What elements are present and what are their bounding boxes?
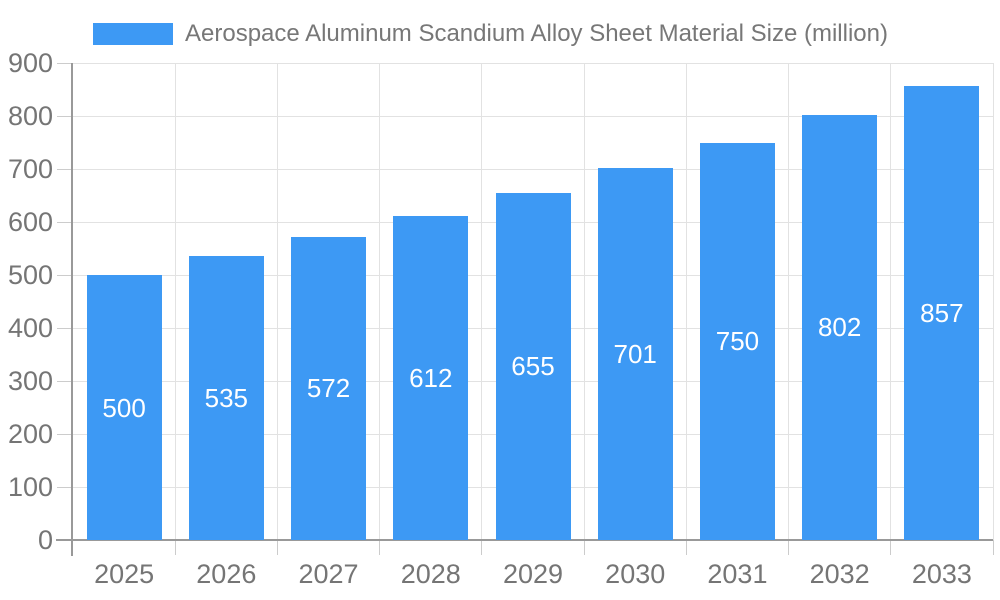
x-tick <box>992 540 994 555</box>
gridline-v <box>583 63 585 540</box>
x-tick-label: 2025 <box>94 559 155 589</box>
gridline-h <box>73 168 993 170</box>
x-tick <box>685 540 687 555</box>
y-tick <box>57 115 73 117</box>
x-tick-label: 2026 <box>196 559 257 589</box>
y-tick-label: 0 <box>37 525 53 555</box>
bar[interactable] <box>904 85 980 540</box>
bar-value-label: 612 <box>409 362 453 393</box>
y-tick <box>57 486 73 488</box>
y-tick <box>57 274 73 276</box>
x-tick <box>174 540 176 555</box>
y-tick-label: 400 <box>7 313 53 343</box>
gridline-v <box>685 63 687 540</box>
x-tick-label: 2032 <box>809 559 870 589</box>
y-tick <box>57 327 73 329</box>
y-tick-label: 300 <box>7 366 53 396</box>
gridline-h <box>73 62 993 64</box>
x-tick <box>788 540 790 555</box>
bar[interactable] <box>597 168 673 540</box>
gridline-v <box>481 63 483 540</box>
bar-value-label: 655 <box>511 351 555 382</box>
x-tick <box>890 540 892 555</box>
y-tick-label: 100 <box>7 472 53 502</box>
y-tick-label: 600 <box>7 207 53 237</box>
bar-value-label: 802 <box>817 312 862 343</box>
y-tick-label: 700 <box>7 154 53 184</box>
x-axis-line <box>56 539 993 541</box>
y-tick <box>57 168 73 170</box>
bar-value-label: 535 <box>204 383 249 414</box>
x-tick <box>379 540 381 555</box>
gridline-h <box>73 115 993 117</box>
x-tick <box>276 540 278 555</box>
x-tick-label: 2029 <box>502 559 564 589</box>
y-tick <box>57 62 73 64</box>
bar-value-label: 857 <box>920 297 964 328</box>
bar-value-label: 572 <box>306 373 351 404</box>
bar-value-label: 701 <box>613 339 657 370</box>
x-tick <box>583 540 585 555</box>
bar[interactable] <box>188 256 264 540</box>
x-tick-label: 2033 <box>911 559 972 589</box>
y-axis-line <box>71 63 73 556</box>
y-tick <box>57 433 73 435</box>
bar[interactable] <box>393 215 469 540</box>
y-tick <box>57 380 73 382</box>
y-tick-label: 800 <box>7 101 53 131</box>
bar[interactable] <box>291 236 367 540</box>
bar[interactable] <box>495 192 571 540</box>
legend[interactable]: Aerospace Aluminum Scandium Alloy Sheet … <box>93 21 888 47</box>
bar-value-label: 750 <box>715 326 760 357</box>
x-tick <box>481 540 483 555</box>
y-tick-label: 200 <box>7 419 53 449</box>
y-tick-label: 900 <box>7 48 53 78</box>
bar[interactable] <box>86 275 162 540</box>
y-tick-label: 500 <box>7 260 53 290</box>
x-tick-label: 2027 <box>298 559 359 589</box>
y-tick <box>57 221 73 223</box>
x-tick-label: 2028 <box>400 559 461 589</box>
x-tick-label: 2030 <box>605 559 666 589</box>
bar-value-label: 500 <box>102 392 146 423</box>
x-tick-label: 2031 <box>707 559 768 589</box>
gridline-v <box>992 63 994 540</box>
gridline-v <box>890 63 892 540</box>
gridline-v <box>379 63 381 540</box>
bar[interactable] <box>699 142 775 540</box>
bar[interactable] <box>802 114 878 540</box>
legend-label: Aerospace Aluminum Scandium Alloy Sheet … <box>185 20 888 47</box>
gridline-v <box>174 63 176 540</box>
legend-swatch-icon <box>93 23 173 45</box>
gridline-v <box>276 63 278 540</box>
gridline-v <box>788 63 790 540</box>
